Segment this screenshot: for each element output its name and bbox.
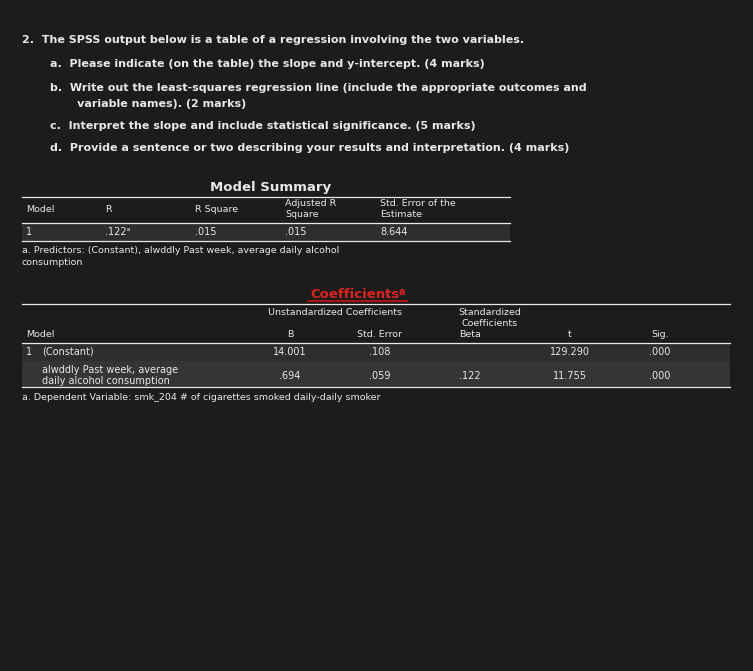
Text: a. Predictors: (Constant), alwddly Past week, average daily alcohol: a. Predictors: (Constant), alwddly Past … (22, 246, 340, 255)
Text: variable names). (2 marks): variable names). (2 marks) (50, 99, 246, 109)
Text: R: R (105, 205, 111, 214)
Text: daily alcohol consumption: daily alcohol consumption (42, 376, 170, 386)
Text: Standardized: Standardized (459, 308, 521, 317)
Text: consumption: consumption (22, 258, 84, 267)
Text: Std. Error of the: Std. Error of the (380, 199, 456, 208)
Text: .015: .015 (195, 227, 217, 237)
Bar (22, 361, 730, 387)
Text: Model: Model (26, 330, 54, 339)
Text: 2.  The SPSS output below is a table of a regression involving the two variables: 2. The SPSS output below is a table of a… (22, 35, 524, 45)
Text: Beta: Beta (459, 330, 481, 339)
Text: 129.290: 129.290 (550, 347, 590, 357)
Text: a.  Please indicate (on the table) the slope and y-intercept. (4 marks): a. Please indicate (on the table) the sl… (50, 59, 485, 69)
Text: a: a (399, 287, 406, 297)
Text: c.  Interpret the slope and include statistical significance. (5 marks): c. Interpret the slope and include stati… (50, 121, 476, 131)
Text: Sig.: Sig. (651, 330, 669, 339)
Text: 11.755: 11.755 (553, 371, 587, 381)
Text: Unstandardized Coefficients: Unstandardized Coefficients (268, 308, 402, 317)
Text: 1: 1 (26, 347, 32, 357)
Text: 8.644: 8.644 (380, 227, 407, 237)
Text: .000: .000 (649, 371, 671, 381)
Text: .015: .015 (285, 227, 306, 237)
Text: R Square: R Square (195, 205, 238, 214)
Bar (22, 343, 730, 361)
Text: .059: .059 (369, 371, 391, 381)
Text: .122: .122 (459, 371, 481, 381)
Text: Model Summary: Model Summary (210, 181, 331, 194)
Text: B: B (287, 330, 293, 339)
Text: Estimate: Estimate (380, 210, 422, 219)
Text: Coefficients: Coefficients (462, 319, 518, 328)
Text: Square: Square (285, 210, 319, 219)
Text: .694: .694 (279, 371, 300, 381)
Text: t: t (568, 330, 572, 339)
Text: Adjusted R: Adjusted R (285, 199, 337, 208)
Text: Std. Error: Std. Error (358, 330, 403, 339)
Text: (Constant): (Constant) (42, 347, 93, 357)
Text: d.  Provide a sentence or two describing your results and interpretation. (4 mar: d. Provide a sentence or two describing … (50, 143, 569, 153)
Text: b.  Write out the least-squares regression line (include the appropriate outcome: b. Write out the least-squares regressio… (50, 83, 587, 93)
Text: alwddly Past week, average: alwddly Past week, average (42, 365, 178, 375)
Text: Coefficients: Coefficients (310, 288, 400, 301)
Text: .108: .108 (369, 347, 391, 357)
Text: .000: .000 (649, 347, 671, 357)
Text: 14.001: 14.001 (273, 347, 306, 357)
Text: a. Dependent Variable: smk_204 # of cigarettes smoked daily-daily smoker: a. Dependent Variable: smk_204 # of ciga… (22, 393, 380, 402)
Text: .122ᵃ: .122ᵃ (105, 227, 130, 237)
Text: 1: 1 (26, 227, 32, 237)
Bar (22, 223, 510, 241)
Text: Model: Model (26, 205, 54, 214)
